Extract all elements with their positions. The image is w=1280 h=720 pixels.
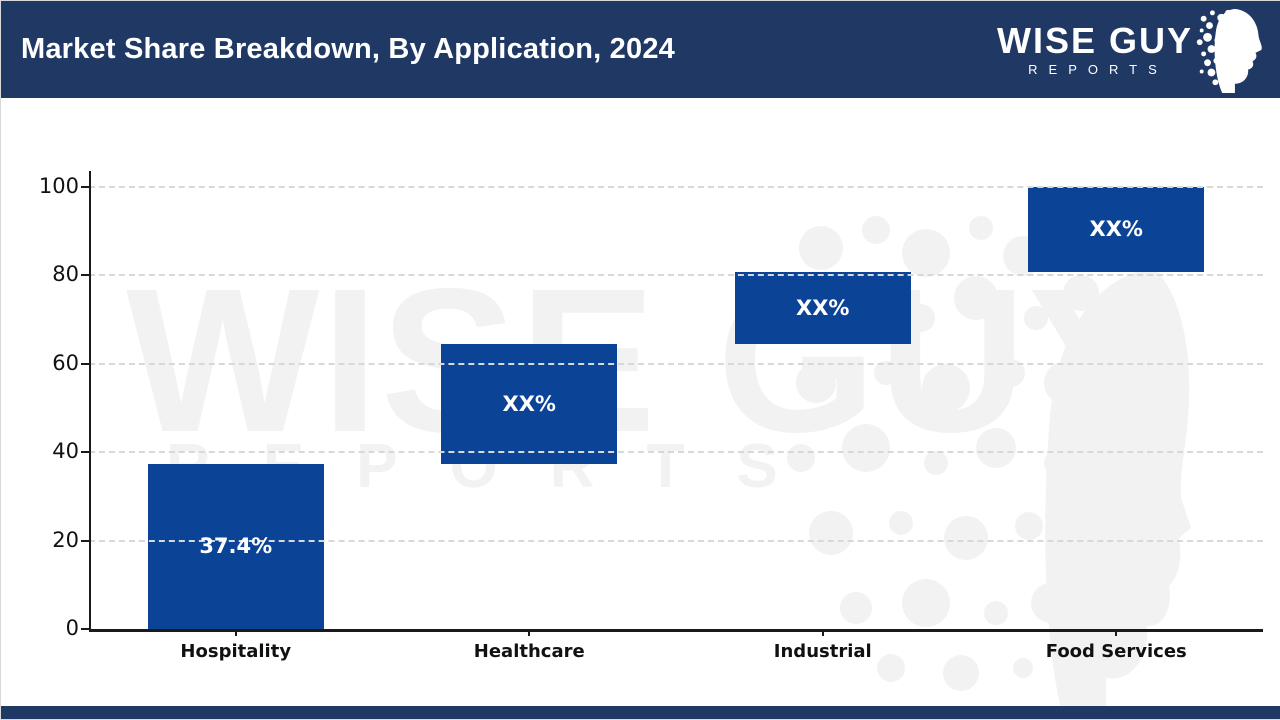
y-axis-tick [81,274,89,277]
x-axis-tick [528,629,531,636]
y-axis-tick-label: 20 [52,527,79,552]
bar-value-label: 37.4% [199,534,273,559]
y-axis-tick-label: 60 [52,350,79,375]
y-axis-tick-label: 40 [52,439,79,464]
bar-value-label: XX% [502,392,556,416]
x-axis-tick [821,629,824,636]
y-axis-tick [81,628,89,630]
logo-subtitle: REPORTS [1028,61,1168,77]
y-axis-tick [81,539,89,542]
gridline-y40 [89,451,1263,454]
bar-hospitality [147,463,324,629]
bar-food-services [1028,187,1205,272]
gridline-y60 [89,362,1263,365]
plot-area: WISE GUY REPORTS 0 20 40 60 80 100 37.4% Hospit… [1,98,1280,708]
dotted-head-icon [1196,8,1262,93]
x-axis-category-label: Hospitality [180,641,292,662]
footer-band [1,706,1280,719]
x-axis-category-label: Industrial [773,641,872,662]
y-axis-tick [81,451,89,454]
bar-value-label: XX% [1089,217,1143,242]
logo-wordmark: WISE GUY [996,19,1193,61]
logo-text: WISE GUY REPORTS [996,19,1193,77]
y-axis-tick-label: 80 [52,262,79,287]
y-axis-tick [81,362,89,365]
x-axis-tick [234,629,237,636]
gridline-y100 [89,186,1263,188]
x-axis-category-label: Healthcare [473,641,585,662]
y-axis-line [89,171,91,632]
page-title: Market Share Breakdown, By Application, … [21,33,675,65]
x-axis-line [89,629,1263,632]
gridline-y20 [89,539,1263,542]
x-axis-category-label: Food Services [1045,641,1187,662]
header-band: Market Share Breakdown, By Application, … [1,1,1280,98]
bar-value-label: XX% [796,296,850,321]
gridline-y80 [89,274,1263,277]
y-axis-tick-label: 100 [38,174,79,198]
y-axis-tick [81,186,89,188]
wise-guy-reports-logo: WISE GUY REPORTS [997,1,1267,98]
y-axis-tick-label: 0 [65,616,79,640]
watermark-wordmark: WISE GUY [126,246,1168,475]
